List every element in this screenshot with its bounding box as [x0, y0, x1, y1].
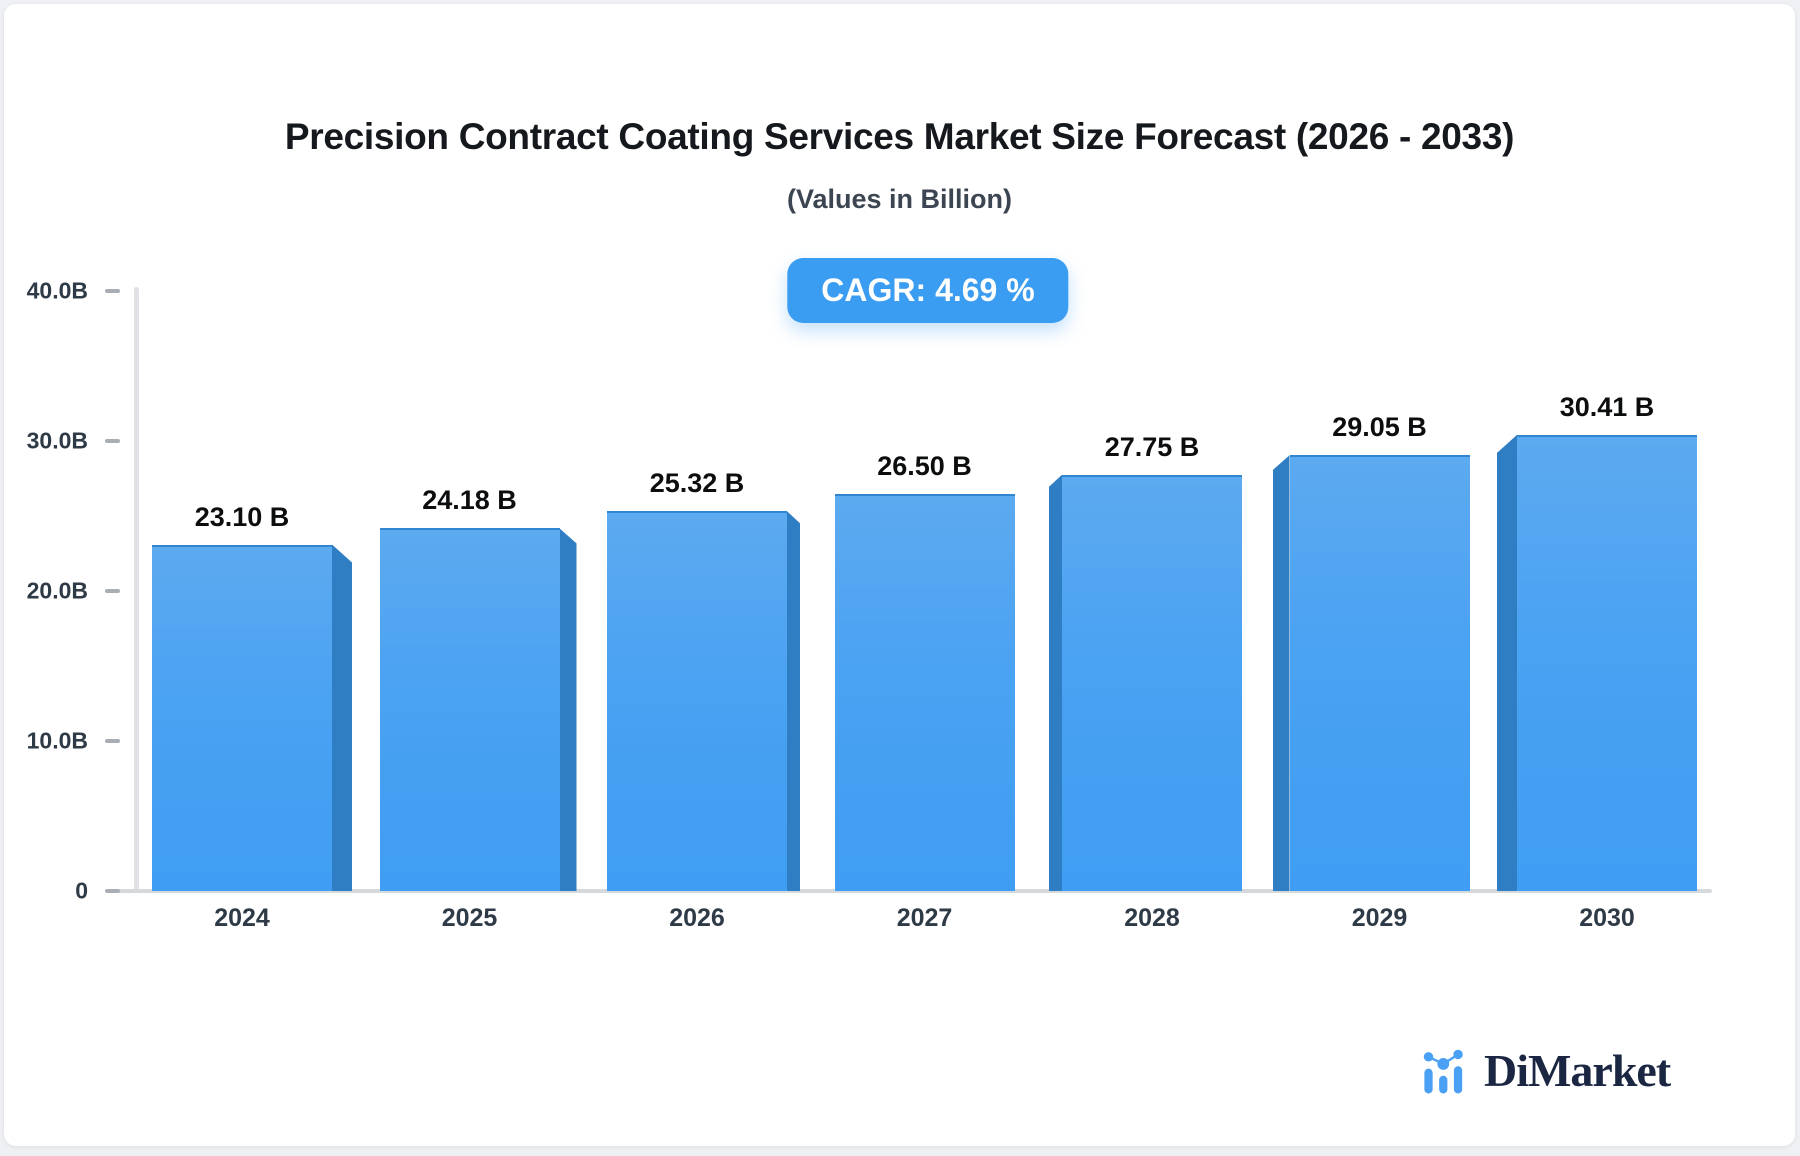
y-axis-line: [134, 287, 139, 893]
bar-face: [1289, 455, 1470, 891]
mini-bar-chart-trend-icon: [1423, 1049, 1463, 1093]
bar-2028[interactable]: [1049, 474, 1242, 891]
x-axis-label-2026: 2026: [669, 904, 725, 932]
bar-side-3d: [787, 511, 800, 891]
y-tick-label: 0: [75, 877, 88, 904]
bar-side-3d: [1049, 474, 1062, 891]
y-tick-dash: [105, 739, 120, 743]
bar-plot-area: 23.10 B 24.18 B 25.32 B 26.50 B 27.75 B 29.05…: [152, 291, 1704, 891]
y-tick-dash: [105, 889, 120, 893]
bar-face: [834, 493, 1015, 891]
bar-value-label: 26.50 B: [877, 450, 972, 481]
y-tick-dash: [105, 439, 120, 443]
bar-value-label: 30.41 B: [1559, 391, 1655, 422]
bar-side-3d: [332, 544, 352, 891]
bar-face: [152, 544, 332, 891]
y-tick-dash: [105, 289, 120, 293]
y-tick-dash: [105, 589, 120, 593]
x-axis-line: [116, 889, 1712, 893]
y-tick-label: 30.0B: [26, 427, 88, 454]
y-tick-label: 40.0B: [26, 277, 88, 304]
x-axis-label-2027: 2027: [896, 904, 953, 932]
cagr-badge: CAGR: 4.69 %: [787, 258, 1069, 323]
bar-value-label: 25.32 B: [649, 468, 745, 499]
bar-2027[interactable]: [834, 493, 1015, 891]
bar-2024[interactable]: [152, 544, 352, 891]
y-tick-label: 20.0B: [26, 577, 88, 604]
bar-side-3d: [1272, 455, 1290, 891]
chart-title: Precision Contract Coating Services Mark…: [284, 116, 1515, 157]
bar-side-3d: [559, 528, 577, 891]
bar-side-3d: [1497, 434, 1517, 891]
chart-subtitle: (Values in Billion): [786, 184, 1013, 214]
bar-value-label: 29.05 B: [1332, 412, 1427, 443]
x-axis-label-2029: 2029: [1351, 904, 1408, 932]
bar-value-label: 24.18 B: [422, 485, 517, 516]
bar-face: [379, 528, 560, 891]
x-axis-label-2025: 2025: [441, 904, 498, 932]
bar-2026[interactable]: [607, 511, 800, 891]
dimarket-logo: DiMarket: [1422, 1044, 1671, 1097]
bar-2029[interactable]: [1272, 455, 1470, 891]
y-tick-label: 10.0B: [26, 727, 88, 754]
bar-2030[interactable]: [1497, 434, 1697, 891]
bar-face: [1517, 434, 1697, 891]
chart-card: Precision Contract Coating Services Mark…: [4, 4, 1795, 1146]
bar-face: [1062, 474, 1242, 891]
bar-value-label: 23.10 B: [194, 501, 290, 532]
x-axis-label-2030: 2030: [1579, 904, 1635, 932]
x-axis-label-2028: 2028: [1124, 904, 1180, 932]
bar-2025[interactable]: [379, 528, 577, 891]
bar-value-label: 27.75 B: [1104, 431, 1200, 462]
logo-text: DiMarket: [1484, 1045, 1671, 1096]
bar-face: [607, 511, 787, 891]
x-axis-label-2024: 2024: [214, 904, 270, 932]
